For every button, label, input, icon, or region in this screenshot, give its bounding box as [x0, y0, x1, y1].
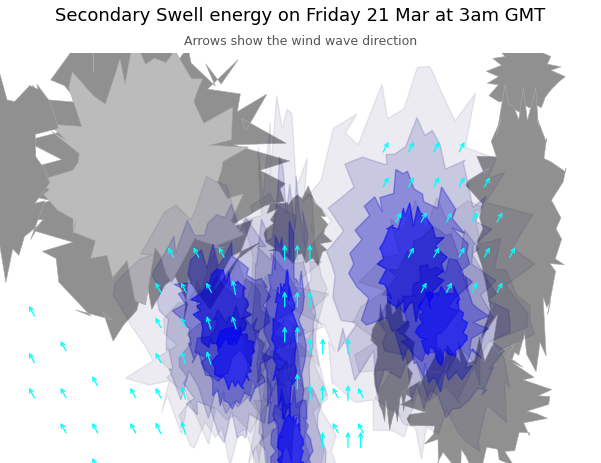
Polygon shape: [113, 176, 329, 444]
Polygon shape: [153, 204, 297, 419]
Polygon shape: [179, 275, 292, 443]
Polygon shape: [260, 347, 326, 463]
Polygon shape: [326, 118, 496, 400]
Text: Secondary Swell energy on Friday 21 Mar at 3am GMT: Secondary Swell energy on Friday 21 Mar …: [55, 7, 546, 25]
Polygon shape: [397, 259, 489, 392]
Polygon shape: [415, 286, 468, 366]
Polygon shape: [371, 298, 415, 430]
Polygon shape: [172, 242, 270, 382]
Polygon shape: [377, 203, 447, 322]
Polygon shape: [272, 269, 298, 419]
Polygon shape: [157, 254, 305, 463]
Polygon shape: [270, 386, 313, 463]
Polygon shape: [0, 65, 58, 282]
Polygon shape: [401, 337, 552, 463]
Text: Arrows show the wind wave direction: Arrows show the wind wave direction: [184, 35, 417, 48]
Polygon shape: [263, 221, 307, 463]
Polygon shape: [353, 197, 534, 459]
Polygon shape: [264, 186, 332, 266]
Polygon shape: [349, 169, 472, 362]
Polygon shape: [37, 36, 248, 305]
Polygon shape: [277, 414, 304, 463]
Polygon shape: [246, 324, 336, 463]
Polygon shape: [195, 305, 272, 409]
Polygon shape: [212, 325, 255, 390]
Polygon shape: [8, 1, 290, 341]
Polygon shape: [486, 33, 566, 113]
Polygon shape: [379, 226, 510, 418]
Polygon shape: [252, 156, 316, 463]
Polygon shape: [240, 95, 328, 463]
Polygon shape: [291, 66, 535, 437]
Polygon shape: [191, 269, 251, 348]
Polygon shape: [466, 85, 566, 372]
